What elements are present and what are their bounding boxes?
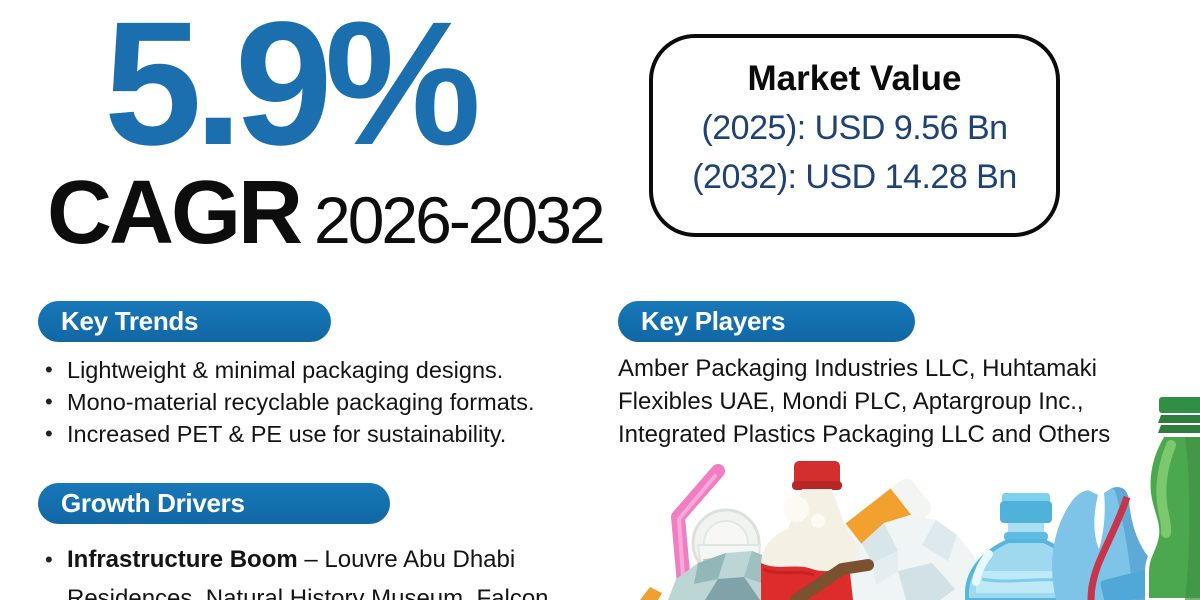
pink-straw-icon <box>671 464 725 600</box>
cagr-row: CAGR 2026-2032 <box>47 162 606 266</box>
growth-driver-item: Infrastructure Boom – Louvre Abu Dhabi R… <box>40 540 572 600</box>
market-value-2032-line: (2032): USD 14.28 Bn <box>692 158 1017 196</box>
white-crumpled-bag-icon <box>850 515 987 600</box>
cagr-label: CAGR <box>47 163 303 263</box>
key-trends-list: Lightweight & minimal packaging designs.… <box>40 354 588 450</box>
growth-driver-rest: – Louvre Abu Dhabi Residences, Natural H… <box>67 546 549 600</box>
key-players-pill: Key Players <box>618 301 915 342</box>
trend-item: Lightweight & minimal packaging designs. <box>40 354 588 386</box>
market-value-title: Market Value <box>747 59 962 98</box>
cagr-value: 5.9% <box>104 0 481 182</box>
red-soda-bottle-icon <box>761 461 862 600</box>
key-players-text: Amber Packaging Industries LLC, Huhtamak… <box>618 355 1111 448</box>
trend-item-text: Increased PET & PE use for sustainabilit… <box>67 421 507 447</box>
market-value-2025-line: (2025): USD 9.56 Bn <box>701 109 1008 147</box>
plastic-waste-illustration <box>640 397 1200 600</box>
red-straw-icon <box>1087 495 1131 600</box>
trend-item: Mono-material recyclable packaging forma… <box>40 386 588 418</box>
trend-item: Increased PET & PE use for sustainabilit… <box>40 418 588 450</box>
blue-plastic-bag-icon <box>1052 487 1172 600</box>
key-trends-pill: Key Trends <box>38 301 331 342</box>
brown-straw-icon <box>790 559 874 600</box>
growth-drivers-pill: Growth Drivers <box>38 483 390 524</box>
market-value-box: Market Value (2025): USD 9.56 Bn (2032):… <box>649 34 1060 237</box>
trend-item-text: Lightweight & minimal packaging designs. <box>67 357 504 383</box>
growth-driver-bold: Infrastructure Boom <box>67 546 298 573</box>
green-bottle-icon <box>1145 397 1200 600</box>
cagr-period: 2026-2032 <box>314 183 606 257</box>
trend-item-text: Mono-material recyclable packaging forma… <box>67 389 535 415</box>
